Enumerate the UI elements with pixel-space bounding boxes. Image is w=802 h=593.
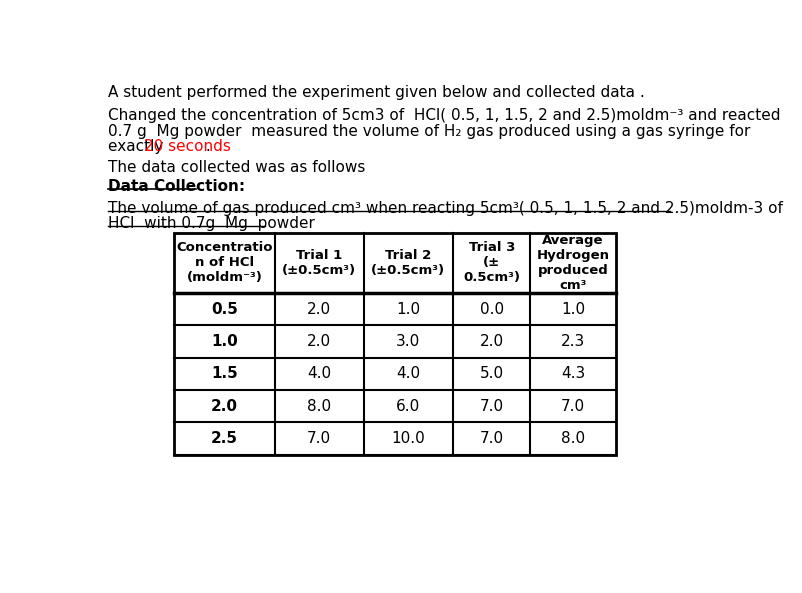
Text: 1.0: 1.0 — [396, 302, 420, 317]
Text: 4.0: 4.0 — [307, 366, 331, 381]
Text: HCl  with 0.7g  Mg  powder: HCl with 0.7g Mg powder — [108, 216, 314, 231]
Text: 1.5: 1.5 — [211, 366, 237, 381]
Text: Changed the concentration of 5cm3 of  HCl( 0.5, 1, 1.5, 2 and 2.5)moldm⁻³ and re: Changed the concentration of 5cm3 of HCl… — [108, 108, 780, 123]
Text: 0.7 g  Mg powder  measured the volume of H₂ gas produced using a gas syringe for: 0.7 g Mg powder measured the volume of H… — [108, 123, 750, 139]
Text: The volume of gas produced cm³ when reacting 5cm³( 0.5, 1, 1.5, 2 and 2.5)moldm-: The volume of gas produced cm³ when reac… — [108, 200, 782, 215]
Text: 1.0: 1.0 — [211, 334, 237, 349]
Text: A student performed the experiment given below and collected data .: A student performed the experiment given… — [108, 85, 644, 100]
Text: 8.0: 8.0 — [307, 398, 331, 413]
Text: 2.0: 2.0 — [479, 334, 503, 349]
Text: 10.0: 10.0 — [391, 431, 425, 446]
Text: 7.0: 7.0 — [307, 431, 331, 446]
Text: 2.5: 2.5 — [211, 431, 237, 446]
Text: 3.0: 3.0 — [396, 334, 420, 349]
Text: Trial 1
(±0.5cm³): Trial 1 (±0.5cm³) — [282, 249, 356, 277]
Text: The data collected was as follows: The data collected was as follows — [108, 161, 365, 176]
Text: 7.0: 7.0 — [561, 398, 585, 413]
Text: 1.0: 1.0 — [561, 302, 585, 317]
Bar — [174, 233, 615, 455]
Text: Average
Hydrogen
produced
cm³: Average Hydrogen produced cm³ — [536, 234, 609, 292]
Text: Concentratio
n of HCl
(moldm⁻³): Concentratio n of HCl (moldm⁻³) — [176, 241, 273, 285]
Text: 2.0: 2.0 — [307, 334, 331, 349]
Text: Trial 3
(±
0.5cm³): Trial 3 (± 0.5cm³) — [463, 241, 520, 285]
Text: 0.5: 0.5 — [211, 302, 237, 317]
Text: 2.3: 2.3 — [561, 334, 585, 349]
Text: Data Collection:: Data Collection: — [108, 179, 245, 194]
Text: 6.0: 6.0 — [396, 398, 420, 413]
Text: 2.0: 2.0 — [307, 302, 331, 317]
Text: exactly: exactly — [108, 139, 168, 154]
Text: 7.0: 7.0 — [479, 398, 503, 413]
Text: 20 seconds: 20 seconds — [144, 139, 230, 154]
Text: .: . — [200, 139, 211, 154]
Text: 2.0: 2.0 — [211, 398, 237, 413]
Text: 4.3: 4.3 — [561, 366, 585, 381]
Text: Trial 2
(±0.5cm³): Trial 2 (±0.5cm³) — [371, 249, 445, 277]
Text: 0.0: 0.0 — [479, 302, 503, 317]
Text: 7.0: 7.0 — [479, 431, 503, 446]
Text: 5.0: 5.0 — [479, 366, 503, 381]
Text: 8.0: 8.0 — [561, 431, 585, 446]
Text: 4.0: 4.0 — [396, 366, 420, 381]
